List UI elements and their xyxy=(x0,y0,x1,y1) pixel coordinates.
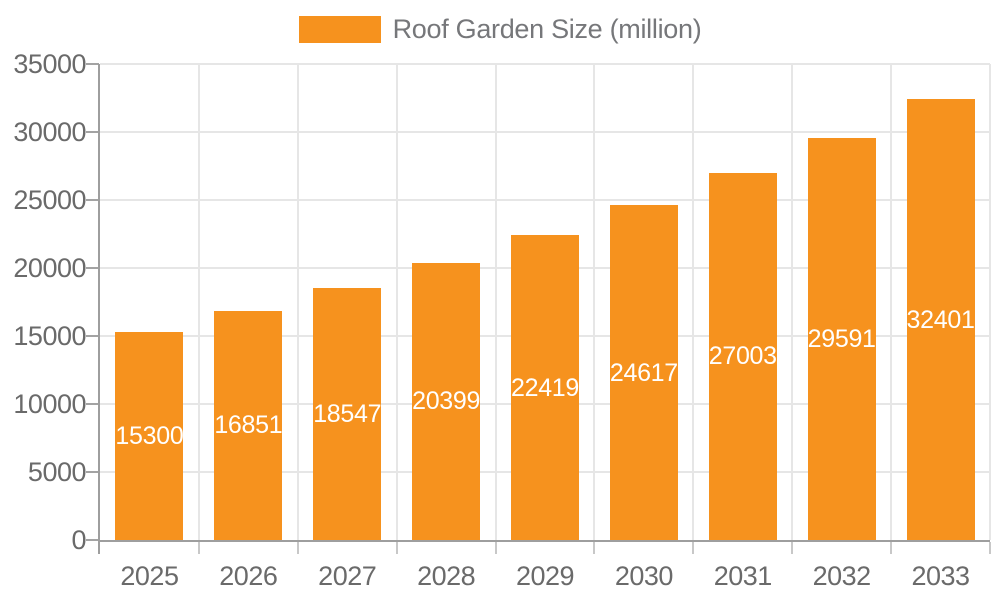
bar-value-label: 29591 xyxy=(807,324,876,353)
y-tick-label: 25000 xyxy=(13,185,86,215)
bar-2025[interactable] xyxy=(115,331,184,540)
bar-value-label: 24617 xyxy=(609,358,678,387)
bar-value-label: 18547 xyxy=(313,399,382,428)
bar-2033[interactable] xyxy=(906,99,975,540)
gridline-vertical xyxy=(692,64,695,540)
gridline-vertical xyxy=(593,64,596,540)
y-tick-label: 30000 xyxy=(13,117,86,147)
bar-2032[interactable] xyxy=(807,137,876,540)
y-tick-label: 35000 xyxy=(13,49,86,79)
y-axis-tick xyxy=(86,63,99,65)
x-tick-label: 2032 xyxy=(812,561,872,591)
x-tick-label: 2033 xyxy=(911,561,971,591)
bar-2026[interactable] xyxy=(214,310,283,540)
legend-swatch-icon xyxy=(298,16,381,43)
y-axis-tick xyxy=(86,403,99,405)
y-axis-tick xyxy=(86,539,99,541)
legend-label: Roof Garden Size (million) xyxy=(392,14,702,44)
y-axis-line xyxy=(98,64,100,554)
y-tick-label: 20000 xyxy=(13,253,86,283)
gridline-vertical xyxy=(395,64,398,540)
x-axis-tick xyxy=(890,542,893,554)
bar-value-label: 16851 xyxy=(214,411,283,440)
gridline-vertical xyxy=(494,64,497,540)
x-tick-label: 2025 xyxy=(120,561,179,591)
bar-2027[interactable] xyxy=(313,287,382,540)
gridline-horizontal xyxy=(100,63,990,65)
gridline-horizontal xyxy=(100,199,990,201)
bar-2028[interactable] xyxy=(412,262,481,540)
y-tick-label: 10000 xyxy=(13,389,86,419)
x-tick-label: 2029 xyxy=(515,561,575,591)
y-axis-tick xyxy=(86,199,99,201)
x-tick-label: 2031 xyxy=(713,561,773,591)
bar-value-label: 20399 xyxy=(412,387,481,416)
gridline-horizontal xyxy=(100,131,990,133)
x-axis-tick xyxy=(395,542,398,554)
x-axis-tick xyxy=(989,542,991,554)
gridline-vertical xyxy=(197,64,200,540)
bar-value-label: 22419 xyxy=(510,373,580,402)
gridline-vertical xyxy=(791,64,794,540)
x-axis-tick xyxy=(494,542,497,554)
bar-2031[interactable] xyxy=(708,172,777,540)
bar-value-label: 27003 xyxy=(708,342,777,371)
x-axis-tick xyxy=(197,542,200,554)
y-axis-tick xyxy=(86,335,99,337)
x-axis-tick xyxy=(791,542,794,554)
bar-value-label: 15300 xyxy=(115,421,184,450)
y-axis-tick xyxy=(86,471,99,473)
x-axis-tick xyxy=(296,542,299,554)
y-axis-tick xyxy=(86,131,99,133)
x-axis-line xyxy=(98,540,990,542)
bar-2029[interactable] xyxy=(511,235,579,540)
bar-2030[interactable] xyxy=(609,205,678,540)
gridline-vertical xyxy=(296,64,299,540)
x-tick-label: 2028 xyxy=(417,561,476,591)
x-tick-label: 2030 xyxy=(614,561,674,591)
x-tick-label: 2026 xyxy=(219,561,278,591)
legend[interactable]: Roof Garden Size (million) xyxy=(0,14,1000,45)
x-axis-tick xyxy=(593,542,596,554)
y-axis-tick xyxy=(86,267,99,269)
gridline-vertical xyxy=(890,64,893,540)
x-axis-tick xyxy=(692,542,695,554)
y-tick-label: 5000 xyxy=(27,457,87,487)
x-tick-label: 2027 xyxy=(318,561,377,591)
bar-value-label: 32401 xyxy=(906,305,975,334)
y-tick-label: 15000 xyxy=(13,321,86,351)
gridline-vertical xyxy=(989,64,991,540)
y-tick-label: 0 xyxy=(71,525,86,555)
